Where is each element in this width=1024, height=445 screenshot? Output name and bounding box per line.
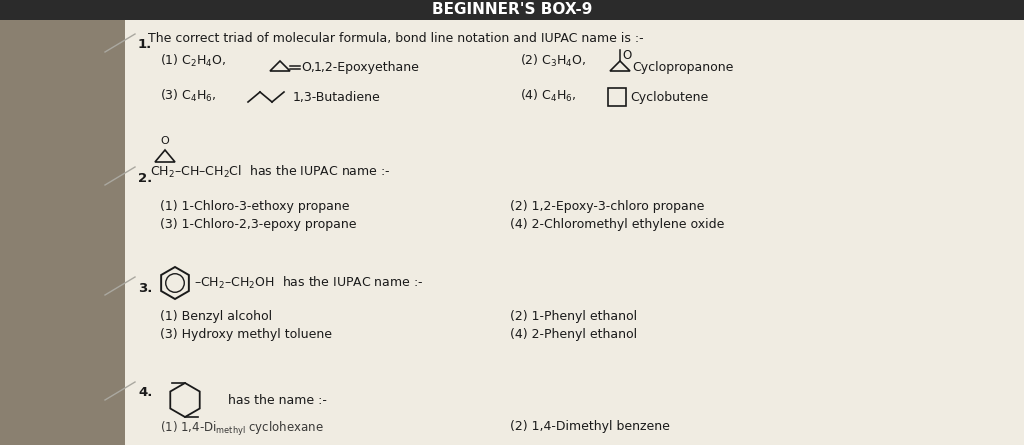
Text: CH$_2$–CH–CH$_2$Cl  has the IUPAC name :-: CH$_2$–CH–CH$_2$Cl has the IUPAC name :-	[150, 164, 390, 180]
Text: (3) Hydroxy methyl toluene: (3) Hydroxy methyl toluene	[160, 328, 332, 341]
Text: (2) 1,4-Dimethyl benzene: (2) 1,4-Dimethyl benzene	[510, 420, 670, 433]
Bar	[0, 0, 1024, 20]
Text: (4) 2-Chloromethyl ethylene oxide: (4) 2-Chloromethyl ethylene oxide	[510, 218, 724, 231]
Text: (3) C$_4$H$_6$,: (3) C$_4$H$_6$,	[160, 88, 217, 104]
Text: BEGINNER'S BOX-9: BEGINNER'S BOX-9	[432, 3, 592, 17]
Text: (1) C$_2$H$_4$O,: (1) C$_2$H$_4$O,	[160, 53, 226, 69]
Text: has the name :-: has the name :-	[220, 393, 327, 406]
Text: (1) 1,4-Di$_{\mathregular{methyl}}$ cyclohexane: (1) 1,4-Di$_{\mathregular{methyl}}$ cycl…	[160, 420, 324, 438]
Text: 4.: 4.	[138, 387, 153, 400]
Text: (4) C$_4$H$_6$,: (4) C$_4$H$_6$,	[520, 88, 577, 104]
Text: 1,2-Epoxyethane: 1,2-Epoxyethane	[314, 61, 420, 73]
Bar	[0, 0, 125, 445]
Text: Cyclopropanone: Cyclopropanone	[632, 61, 733, 73]
Text: (1) Benzyl alcohol: (1) Benzyl alcohol	[160, 310, 272, 323]
Text: (2) C$_3$H$_4$O,: (2) C$_3$H$_4$O,	[520, 53, 587, 69]
Text: (2) 1-Phenyl ethanol: (2) 1-Phenyl ethanol	[510, 310, 637, 323]
Text: O: O	[161, 136, 169, 146]
Text: O: O	[622, 49, 631, 62]
Text: –CH$_2$–CH$_2$OH  has the IUPAC name :-: –CH$_2$–CH$_2$OH has the IUPAC name :-	[194, 275, 424, 291]
Bar	[125, 20, 1024, 445]
Text: 3.: 3.	[138, 282, 153, 295]
Text: (2) 1,2-Epoxy-3-chloro propane: (2) 1,2-Epoxy-3-chloro propane	[510, 200, 705, 213]
Text: 2.: 2.	[138, 171, 153, 185]
Text: 1.: 1.	[138, 39, 153, 52]
Text: (3) 1-Chloro-2,3-epoxy propane: (3) 1-Chloro-2,3-epoxy propane	[160, 218, 356, 231]
Text: The correct triad of molecular formula, bond line notation and IUPAC name is :-: The correct triad of molecular formula, …	[148, 32, 644, 45]
Text: 1,3-Butadiene: 1,3-Butadiene	[293, 92, 381, 105]
Text: (1) 1-Chloro-3-ethoxy propane: (1) 1-Chloro-3-ethoxy propane	[160, 200, 349, 213]
Bar	[608, 88, 626, 106]
Text: O,: O,	[301, 61, 314, 73]
Text: Cyclobutene: Cyclobutene	[630, 90, 709, 104]
Text: (4) 2-Phenyl ethanol: (4) 2-Phenyl ethanol	[510, 328, 637, 341]
